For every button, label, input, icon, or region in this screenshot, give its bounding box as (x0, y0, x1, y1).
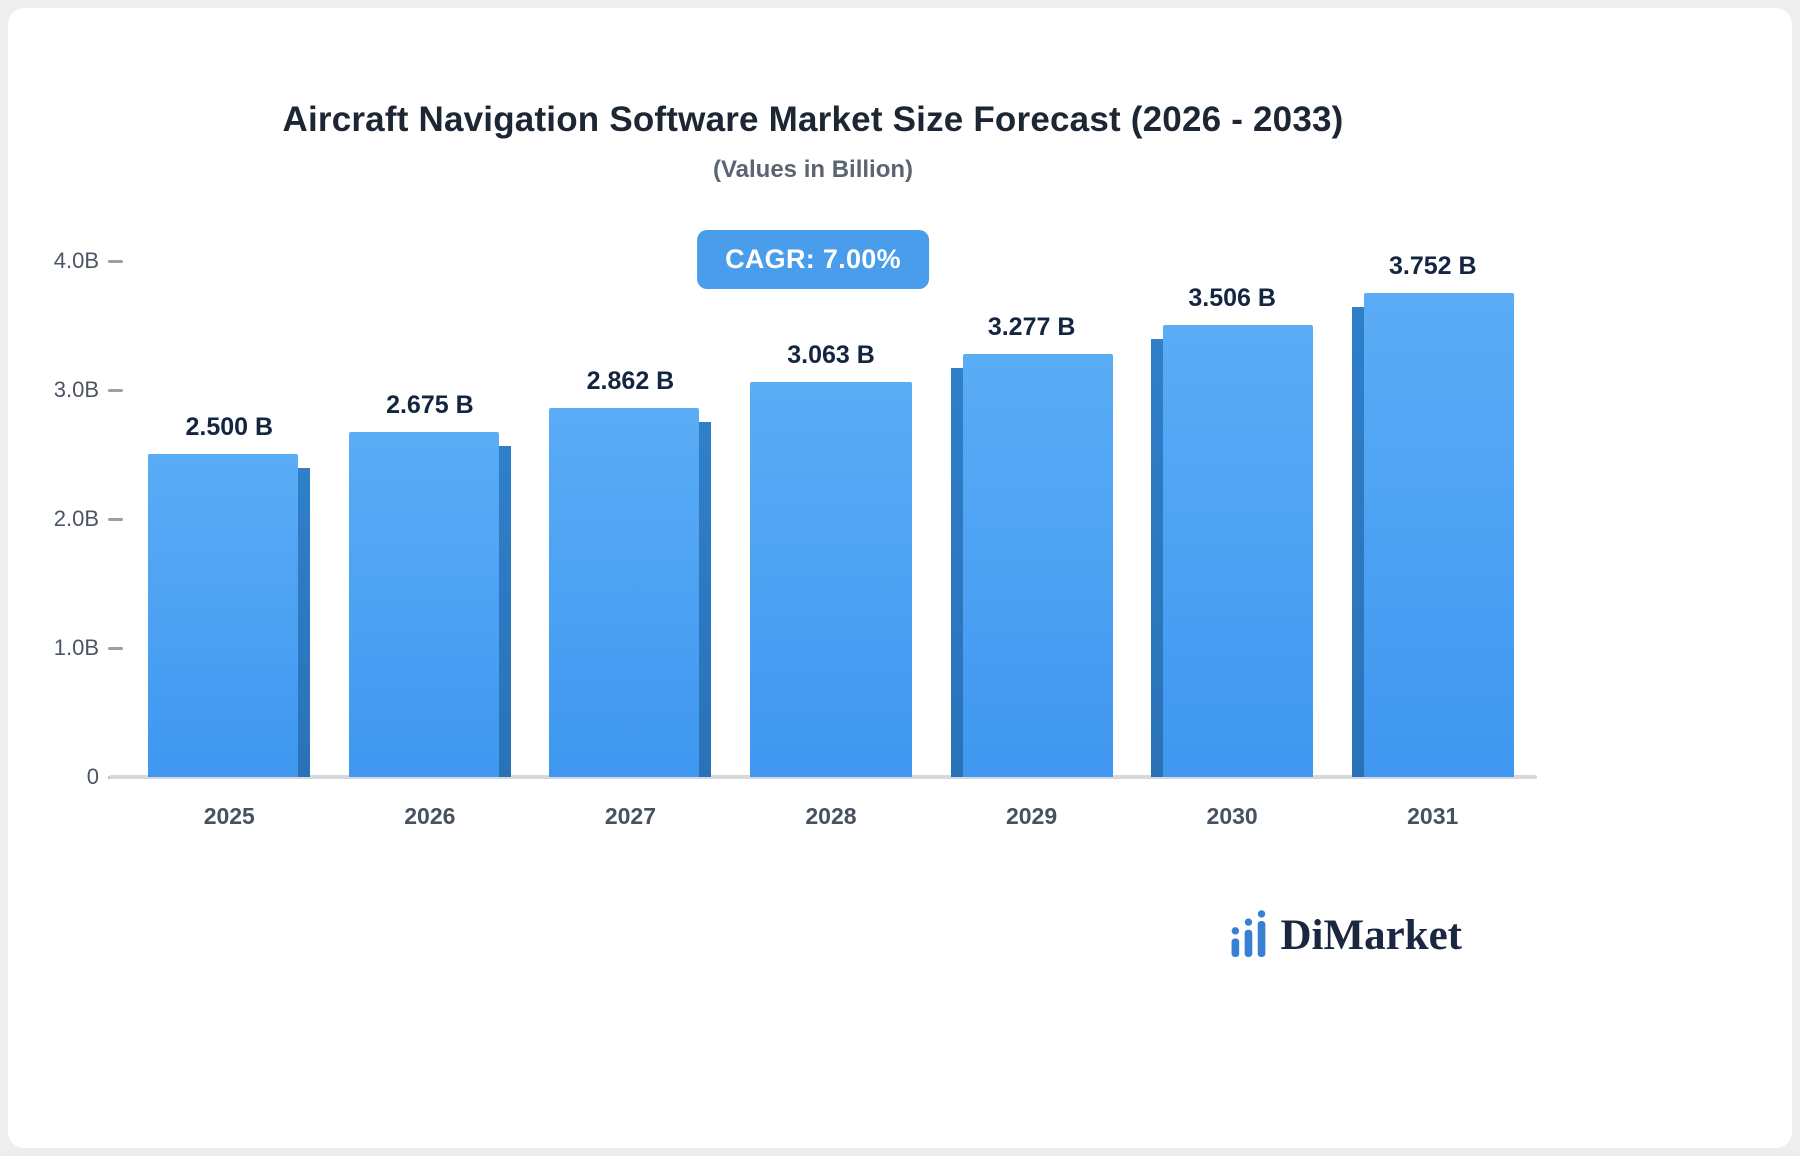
cagr-badge: CAGR: 7.00% (697, 230, 929, 289)
bar (549, 408, 712, 777)
bar-value-label: 3.752 B (1388, 252, 1477, 280)
bar-value-label: 3.063 B (787, 341, 875, 369)
bar-side-face (498, 446, 511, 777)
y-tick-label: 0 (86, 764, 99, 789)
bar-slot: 2.500 B (129, 261, 330, 777)
bar-slot: 3.063 B (731, 261, 932, 777)
bar (1151, 325, 1314, 777)
chart-subtitle: (Values in Billion) (712, 156, 914, 183)
x-tick-label: 2026 (404, 803, 456, 829)
bar-slot: 3.752 B (1332, 252, 1533, 777)
chart-title: Aircraft Navigation Software Market Size… (282, 100, 1344, 139)
bar-front-face (348, 432, 499, 777)
y-tick-dash (108, 388, 123, 392)
y-tick: 2.0B (43, 506, 123, 531)
bar (950, 354, 1113, 777)
bar-slot: 3.277 B (931, 261, 1132, 777)
bar-value-label: 2.675 B (386, 391, 474, 419)
bar (750, 382, 913, 777)
x-tick-label: 2029 (1005, 803, 1058, 829)
bar (148, 454, 311, 777)
y-tick: 4.0B (43, 248, 123, 273)
x-tick-label: 2028 (805, 803, 857, 829)
y-tick: 1.0B (43, 635, 123, 660)
bar-front-face (750, 382, 913, 777)
x-tick-label: 2025 (203, 803, 255, 829)
bar (348, 432, 511, 777)
bar-front-face (148, 454, 299, 777)
bar-side-face (950, 368, 963, 777)
bar-side-face (298, 468, 311, 777)
y-tick-label: 4.0B (53, 248, 99, 273)
y-tick-label: 2.0B (53, 506, 99, 531)
bar-side-face (1351, 307, 1364, 777)
bar-front-face (1363, 293, 1514, 777)
y-tick-dash (108, 259, 123, 263)
y-tick-dash (108, 517, 123, 521)
y-tick: 3.0B (43, 377, 123, 402)
bar-value-label: 3.277 B (987, 313, 1076, 341)
bar-slot: 2.675 B (330, 261, 531, 777)
chart-card: Aircraft Navigation Software Market Size… (8, 8, 1792, 1148)
bar-side-face (1151, 339, 1164, 777)
x-axis-line (109, 775, 1537, 779)
bar (1351, 293, 1514, 777)
bar-value-label: 2.500 B (185, 413, 274, 441)
y-tick-label: 3.0B (53, 377, 99, 402)
bar-chart-logo-icon (1231, 910, 1265, 957)
bar-side-face (699, 422, 712, 777)
bar-slot: 3.506 B (1132, 261, 1333, 777)
brand-name: DiMarket (1280, 912, 1463, 959)
bar-chart: 4.0B 3.0B 2.0B 1.0B 0 2.500 B 2.675 B 2.862 B 3… (43, 248, 1543, 861)
bar-value-label: 3.506 B (1188, 284, 1276, 312)
bar-front-face (1163, 325, 1314, 777)
bar-front-face (549, 408, 700, 777)
x-tick-label: 2027 (604, 803, 656, 829)
x-tick-label: 2031 (1407, 803, 1459, 829)
y-tick-dash (108, 646, 123, 650)
bar-front-face (962, 354, 1113, 777)
y-tick-label: 1.0B (53, 635, 99, 660)
plot-area: 2.500 B 2.675 B 2.862 B 3.063 B 3.277 B 3.506… (129, 252, 1533, 777)
bar-value-label: 2.862 B (586, 367, 675, 395)
brand-logo: DiMarket (1229, 909, 1463, 959)
bar-slot: 2.862 B (530, 261, 731, 777)
x-tick-label: 2030 (1206, 803, 1258, 829)
